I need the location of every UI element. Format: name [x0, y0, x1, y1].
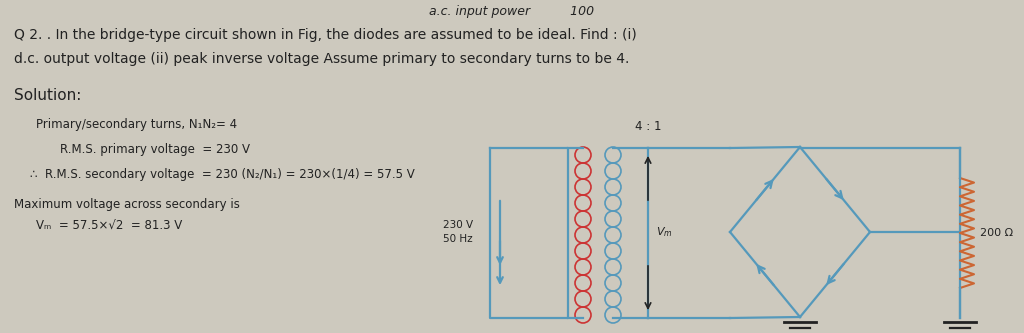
- Text: $V_m$: $V_m$: [656, 225, 673, 239]
- Text: Solution:: Solution:: [14, 88, 81, 103]
- Text: Vₘ  = 57.5×√2  = 81.3 V: Vₘ = 57.5×√2 = 81.3 V: [36, 220, 182, 233]
- Text: Maximum voltage across secondary is: Maximum voltage across secondary is: [14, 198, 240, 211]
- Text: ∴  R.M.S. secondary voltage  = 230 (N₂/N₁) = 230×(1/4) = 57.5 V: ∴ R.M.S. secondary voltage = 230 (N₂/N₁)…: [30, 168, 415, 181]
- Text: a.c. input power          100: a.c. input power 100: [429, 5, 595, 18]
- Text: R.M.S. primary voltage  = 230 V: R.M.S. primary voltage = 230 V: [60, 143, 250, 156]
- Text: Q 2. . In the bridge-type circuit shown in Fig, the diodes are assumed to be ide: Q 2. . In the bridge-type circuit shown …: [14, 28, 637, 42]
- Text: Primary/secondary turns, N₁N₂= 4: Primary/secondary turns, N₁N₂= 4: [36, 118, 238, 131]
- Text: 4 : 1: 4 : 1: [635, 120, 662, 133]
- Text: 200 Ω: 200 Ω: [980, 228, 1013, 238]
- Text: 230 V
50 Hz: 230 V 50 Hz: [442, 220, 473, 244]
- Text: d.c. output voltage (ii) peak inverse voltage Assume primary to secondary turns : d.c. output voltage (ii) peak inverse vo…: [14, 52, 630, 66]
